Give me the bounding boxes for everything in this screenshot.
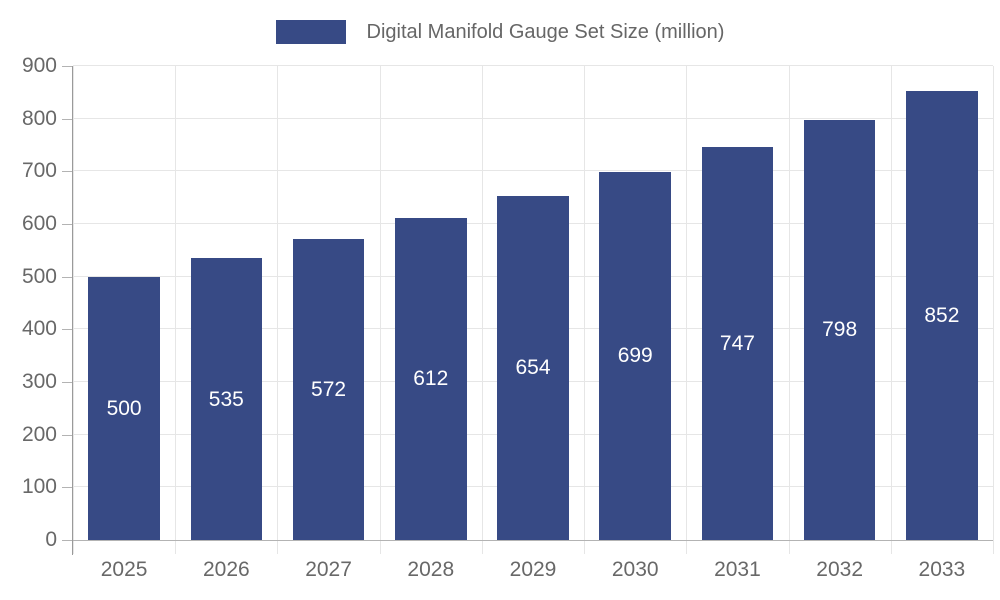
bar-2029[interactable]: 654 [497,195,569,540]
x-axis-line [73,540,993,541]
bar-value-label: 852 [924,304,960,328]
y-axis-tick [62,540,72,541]
x-tick-label: 2028 [407,558,455,581]
legend[interactable]: Digital Manifold Gauge Set Size (million… [0,20,1000,44]
x-tick-label: 2031 [714,558,761,581]
v-gridline [891,66,892,554]
bar-value-label: 747 [719,331,755,355]
v-gridline [482,66,483,554]
y-axis-tick [62,382,72,383]
y-axis-tick [62,276,72,278]
v-gridline [789,66,790,554]
x-tick-label: 2025 [100,558,148,581]
bar-2031[interactable]: 747 [701,146,774,540]
bar-value-label: 798 [822,318,858,342]
x-tick-label: 2030 [611,558,659,581]
y-axis-tick [62,224,72,225]
y-axis-tick [62,434,72,436]
y-axis-tick [62,118,72,120]
y-tick-label: 200 [21,422,57,446]
y-tick-label: 900 [21,54,57,77]
y-tick-label: 100 [21,475,57,499]
plot-area: 500 535 572 612 654 699 747 798 852 [73,65,994,554]
bar-value-label: 654 [515,356,551,380]
y-tick-label: 400 [21,317,57,341]
v-gridline [584,66,585,554]
bar-value-label: 535 [208,387,244,411]
bar-2028[interactable]: 612 [395,217,467,540]
bar-value-label: 572 [311,377,347,401]
y-axis-tick [62,329,72,331]
v-gridline [380,66,381,554]
x-tick-label: 2029 [509,558,557,581]
bar-2033[interactable]: 852 [906,91,978,540]
v-gridline [277,66,278,554]
bar-value-label: 699 [617,344,653,368]
h-gridline [73,65,993,66]
bar-2032[interactable]: 798 [803,119,876,540]
bar-value-label: 612 [413,367,449,391]
bar-2025[interactable]: 500 [88,276,160,540]
y-axis-tick [62,487,72,489]
y-axis-tick [62,66,72,67]
bar-value-label: 500 [106,396,142,420]
y-tick-label: 500 [21,264,57,288]
bar-2026[interactable]: 535 [190,258,263,540]
y-tick-label: 700 [21,159,57,183]
y-tick-label: 600 [21,212,57,235]
x-tick-label: 2032 [816,558,864,581]
legend-label: Digital Manifold Gauge Set Size (million… [366,20,725,43]
y-tick-label: 800 [21,106,57,130]
x-tick-label: 2026 [202,558,250,581]
legend-swatch [275,20,346,44]
h-gridline [73,117,993,119]
h-gridline [73,170,993,172]
v-gridline [993,66,994,554]
y-axis-tick [62,171,72,173]
v-gridline [175,66,176,554]
y-tick-label: 0 [45,528,57,551]
x-tick-label: 2027 [305,558,352,581]
y-axis-line [72,66,73,555]
bar-2027[interactable]: 572 [292,238,365,540]
v-gridline [686,66,687,554]
v-gridline [73,66,74,554]
x-tick-label: 2033 [918,558,966,581]
bar-2030[interactable]: 699 [599,171,671,540]
y-tick-label: 300 [21,370,57,393]
